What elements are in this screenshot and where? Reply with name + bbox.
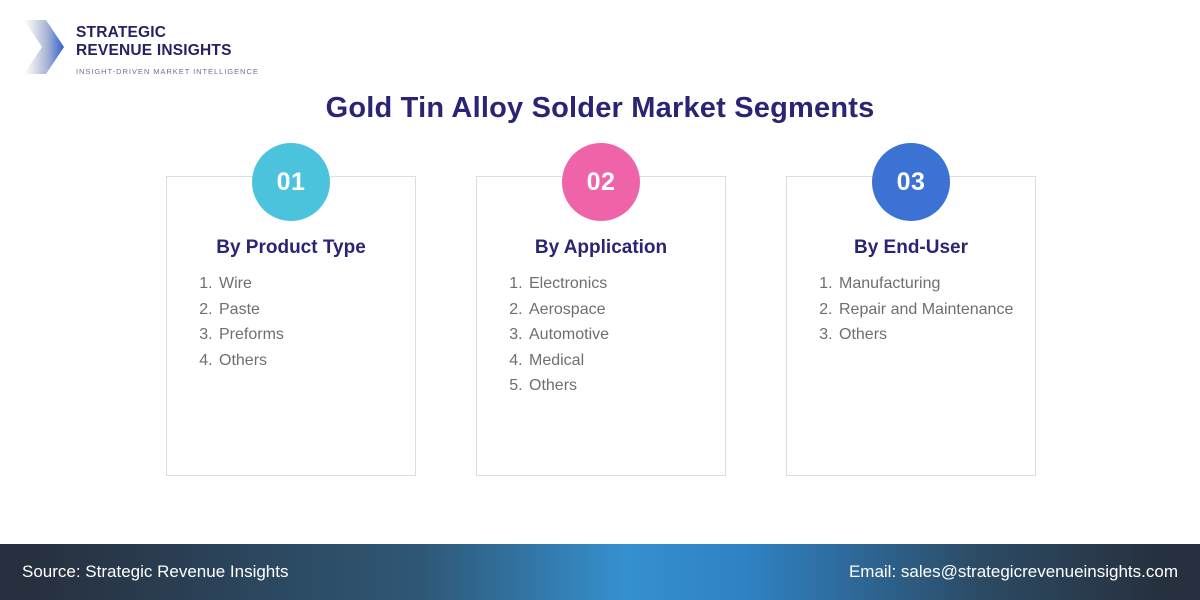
- list-item: Wire: [217, 271, 399, 297]
- brand-wordmark: STRATEGIC REVENUE INSIGHTS INSIGHT-DRIVE…: [76, 18, 259, 76]
- segment-number-badge-3: 03: [872, 143, 950, 221]
- segment-card-3: 03 By End-User Manufacturing Repair and …: [786, 143, 1036, 476]
- page-title: Gold Tin Alloy Solder Market Segments: [325, 92, 875, 124]
- list-item: Electronics: [527, 271, 709, 297]
- list-item: Repair and Maintenance: [837, 297, 1019, 323]
- list-item: Manufacturing: [837, 271, 1019, 297]
- segment-number-badge-2: 02: [562, 143, 640, 221]
- segment-card-2: 02 By Application Electronics Aerospace …: [476, 143, 726, 476]
- brand-name-line1: STRATEGIC: [76, 24, 167, 41]
- list-item: Others: [217, 348, 399, 374]
- page-footer: Source: Strategic Revenue Insights Email…: [0, 544, 1200, 600]
- segment-list-1: Wire Paste Preforms Others: [195, 271, 399, 373]
- footer-source: Source: Strategic Revenue Insights: [22, 562, 289, 581]
- list-item: Aerospace: [527, 297, 709, 323]
- list-item: Automotive: [527, 322, 709, 348]
- segment-list-3: Manufacturing Repair and Maintenance Oth…: [815, 271, 1019, 348]
- brand-name-line2: REVENUE INSIGHTS: [76, 42, 232, 60]
- list-item: Medical: [527, 348, 709, 374]
- segment-list-2: Electronics Aerospace Automotive Medical…: [505, 271, 709, 399]
- segment-heading-3: By End-User: [853, 237, 969, 258]
- brand-tagline: INSIGHT-DRIVEN MARKET INTELLIGENCE: [76, 66, 259, 76]
- segment-card-group: 01 By Product Type Wire Paste Preforms O…: [166, 143, 1036, 476]
- segment-heading-2: By Application: [534, 237, 668, 258]
- segment-number-badge-1: 01: [252, 143, 330, 221]
- list-item: Paste: [217, 297, 399, 323]
- chevron-right-logo-icon: [22, 18, 66, 76]
- list-item: Preforms: [217, 322, 399, 348]
- footer-email: Email: sales@strategicrevenueinsights.co…: [848, 562, 1178, 581]
- list-item: Others: [527, 373, 709, 399]
- segment-heading-1: By Product Type: [216, 237, 366, 258]
- brand-logo: STRATEGIC REVENUE INSIGHTS INSIGHT-DRIVE…: [22, 18, 259, 76]
- list-item: Others: [837, 322, 1019, 348]
- segment-card-1: 01 By Product Type Wire Paste Preforms O…: [166, 143, 416, 476]
